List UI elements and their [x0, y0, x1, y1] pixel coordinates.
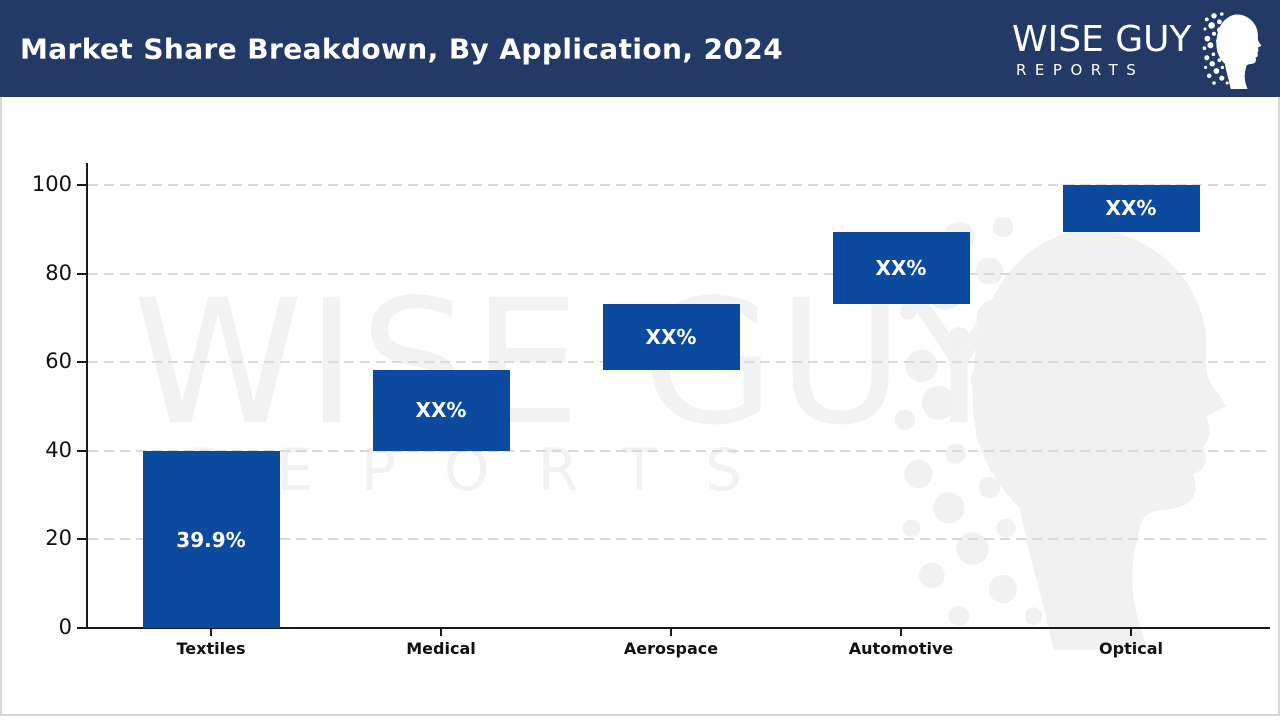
bar-value-label: 39.9% — [176, 527, 246, 552]
y-axis-line — [86, 163, 88, 629]
x-axis-line — [86, 627, 1270, 629]
bar-segment-textiles: 39.9% — [142, 451, 280, 628]
y-tick-100 — [77, 184, 86, 186]
bar-value-label: XX% — [645, 324, 697, 349]
bar-value-label: XX% — [1105, 196, 1157, 221]
x-tick-label-medical: Medical — [406, 639, 476, 658]
bar-segment-medical: XX% — [372, 369, 510, 452]
y-tick-80 — [77, 272, 86, 275]
gridline-20 — [88, 538, 1270, 541]
x-tick-label-automotive: Automotive — [848, 639, 954, 658]
y-tick-60 — [77, 361, 86, 364]
bar-segment-aerospace: XX% — [602, 303, 740, 370]
gridline-40 — [88, 449, 1270, 452]
bar-segment-automotive: XX% — [832, 231, 970, 304]
bar-value-label: XX% — [415, 398, 467, 423]
y-tick-label-40: 40 — [45, 437, 72, 462]
logo-wordmark-line1: WISE GUY — [1012, 19, 1193, 60]
header: Market Share Breakdown, By Application, … — [0, 0, 1280, 97]
bar-value-label: XX% — [875, 255, 927, 280]
bar-segment-optical: XX% — [1062, 185, 1200, 232]
x-tick-medical — [440, 629, 442, 636]
y-tick-20 — [77, 538, 86, 541]
y-tick-label-0: 0 — [58, 615, 72, 639]
y-tick-label-80: 80 — [45, 260, 72, 285]
logo-wordmark-line2: REPORTS — [1016, 61, 1144, 79]
gridline-80 — [88, 272, 1270, 275]
x-tick-label-aerospace: Aerospace — [623, 639, 719, 658]
page-title: Market Share Breakdown, By Application, … — [20, 32, 784, 65]
y-tick-40 — [77, 449, 86, 452]
x-tick-textiles — [210, 629, 212, 636]
y-tick-label-60: 60 — [45, 349, 72, 374]
y-tick-0 — [77, 627, 86, 629]
y-tick-label-20: 20 — [45, 526, 72, 551]
x-tick-label-optical: Optical — [1099, 639, 1163, 658]
y-tick-label-100: 100 — [31, 172, 72, 196]
gridline-100 — [88, 184, 1270, 186]
wise-guy-logo: WISE GUY REPORTS — [1012, 12, 1262, 89]
x-tick-aerospace — [670, 629, 672, 636]
x-tick-label-textiles: Textiles — [176, 639, 246, 658]
x-tick-optical — [1130, 629, 1132, 636]
x-tick-automotive — [900, 629, 902, 636]
